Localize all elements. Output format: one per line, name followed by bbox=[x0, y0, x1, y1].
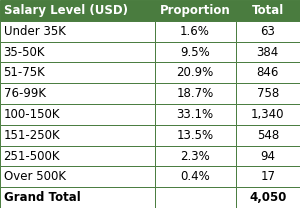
Text: Under 35K: Under 35K bbox=[4, 25, 65, 38]
Bar bbox=[236, 125, 300, 146]
Text: 1.6%: 1.6% bbox=[180, 25, 210, 38]
Text: 151-250K: 151-250K bbox=[4, 129, 60, 142]
Bar bbox=[0, 0, 154, 21]
Bar bbox=[236, 146, 300, 166]
Text: 1,340: 1,340 bbox=[251, 108, 284, 121]
Bar bbox=[236, 187, 300, 208]
Text: 18.7%: 18.7% bbox=[176, 87, 214, 100]
Bar bbox=[154, 21, 236, 42]
Bar bbox=[154, 166, 236, 187]
Text: 13.5%: 13.5% bbox=[176, 129, 214, 142]
Text: 4,050: 4,050 bbox=[249, 191, 286, 204]
Text: 758: 758 bbox=[256, 87, 279, 100]
Bar bbox=[0, 187, 154, 208]
Bar bbox=[236, 166, 300, 187]
Bar bbox=[154, 187, 236, 208]
Bar bbox=[154, 0, 236, 21]
Bar bbox=[0, 83, 154, 104]
Text: 76-99K: 76-99K bbox=[4, 87, 46, 100]
Text: 17: 17 bbox=[260, 170, 275, 183]
Text: 33.1%: 33.1% bbox=[176, 108, 214, 121]
Bar bbox=[236, 104, 300, 125]
Text: 20.9%: 20.9% bbox=[176, 66, 214, 79]
Bar bbox=[154, 125, 236, 146]
Text: 384: 384 bbox=[256, 46, 279, 58]
Text: 251-500K: 251-500K bbox=[4, 150, 60, 162]
Bar bbox=[236, 83, 300, 104]
Text: 2.3%: 2.3% bbox=[180, 150, 210, 162]
Bar bbox=[236, 0, 300, 21]
Text: Total: Total bbox=[252, 4, 284, 17]
Text: 100-150K: 100-150K bbox=[4, 108, 60, 121]
Text: 548: 548 bbox=[256, 129, 279, 142]
Text: 0.4%: 0.4% bbox=[180, 170, 210, 183]
Text: Salary Level (USD): Salary Level (USD) bbox=[4, 4, 127, 17]
Text: Proportion: Proportion bbox=[160, 4, 230, 17]
Bar bbox=[0, 125, 154, 146]
Bar bbox=[236, 62, 300, 83]
Bar bbox=[154, 104, 236, 125]
Text: 9.5%: 9.5% bbox=[180, 46, 210, 58]
Bar bbox=[154, 146, 236, 166]
Bar bbox=[0, 146, 154, 166]
Bar bbox=[236, 21, 300, 42]
Bar bbox=[0, 104, 154, 125]
Bar bbox=[236, 42, 300, 62]
Text: Over 500K: Over 500K bbox=[4, 170, 66, 183]
Bar bbox=[154, 62, 236, 83]
Text: 846: 846 bbox=[256, 66, 279, 79]
Text: Grand Total: Grand Total bbox=[4, 191, 80, 204]
Text: 63: 63 bbox=[260, 25, 275, 38]
Bar bbox=[154, 42, 236, 62]
Bar bbox=[0, 42, 154, 62]
Bar bbox=[0, 166, 154, 187]
Text: 35-50K: 35-50K bbox=[4, 46, 45, 58]
Bar bbox=[0, 62, 154, 83]
Bar bbox=[0, 21, 154, 42]
Text: 51-75K: 51-75K bbox=[4, 66, 45, 79]
Text: 94: 94 bbox=[260, 150, 275, 162]
Bar bbox=[154, 83, 236, 104]
